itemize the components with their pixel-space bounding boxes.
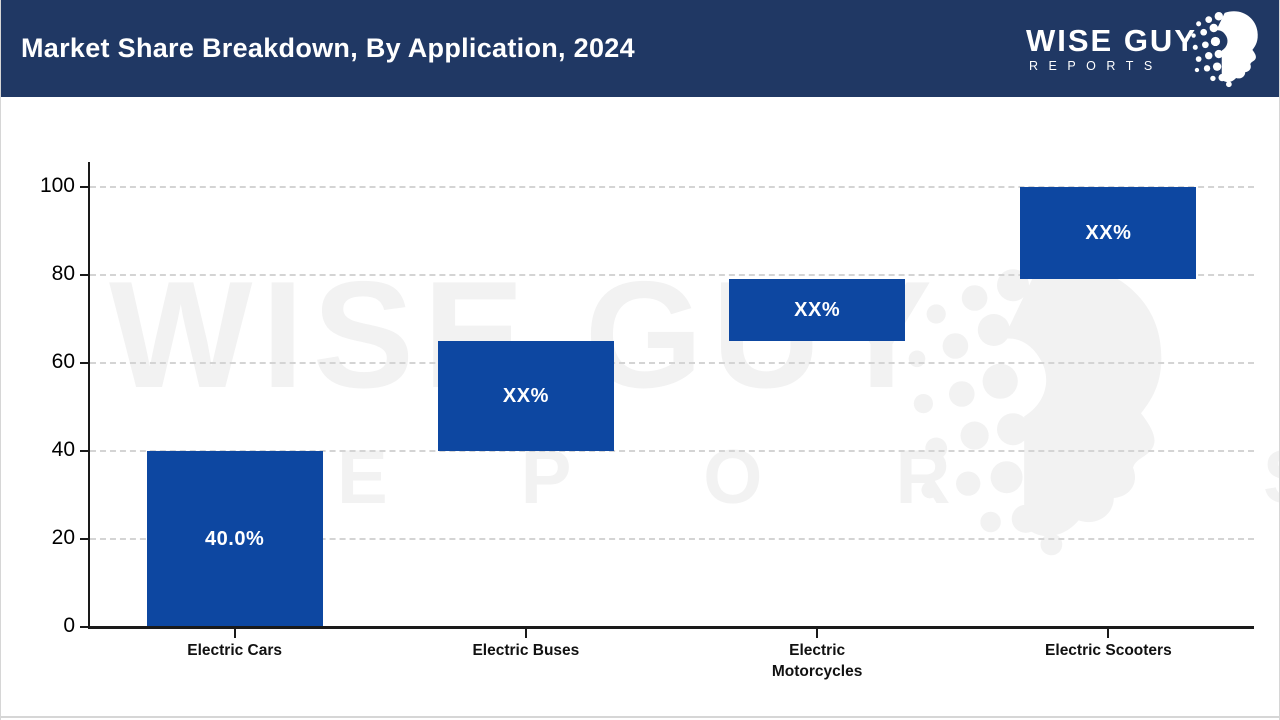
bar-electric-motorcycles: XX%	[729, 279, 906, 341]
y-tick-label-60: 60	[51, 350, 75, 373]
wiseguy-logo: WISE GUY REPORTS	[1026, 5, 1265, 93]
x-tickmark-3	[1107, 629, 1110, 638]
y-tickmark-0	[80, 626, 89, 628]
header: Market Share Breakdown, By Application, …	[1, 0, 1279, 97]
x-tick-label-1: Electric Buses	[472, 642, 580, 659]
x-tick-label-0: Electric Cars	[187, 642, 283, 659]
gridline-60	[90, 362, 1254, 364]
gridline-40	[90, 450, 1254, 452]
x-tickmark-1	[524, 629, 527, 638]
y-tickmark-20	[80, 538, 89, 540]
gridline-80	[90, 274, 1254, 276]
y-axis-line	[88, 162, 90, 628]
x-tickmark-0	[233, 629, 236, 638]
y-tick-label-0: 0	[63, 614, 75, 637]
y-tickmark-60	[80, 362, 89, 364]
y-tick-label-20: 20	[51, 526, 75, 549]
gridline-100	[90, 186, 1254, 188]
dotted-face-icon	[1191, 10, 1258, 87]
bar-value-label: XX%	[502, 384, 549, 407]
gridline-20	[90, 538, 1254, 540]
bar-electric-cars: 40.0%	[146, 451, 323, 627]
y-tickmark-80	[80, 274, 89, 276]
bar-electric-buses: XX%	[437, 341, 614, 451]
y-tickmark-40	[80, 450, 89, 452]
y-tick-label-80: 80	[51, 262, 75, 285]
y-tickmark-100	[80, 186, 89, 188]
page-title: Market Share Breakdown, By Application, …	[21, 33, 635, 63]
bottom-border-line	[1, 716, 1279, 718]
bar-electric-scooters: XX%	[1020, 187, 1197, 280]
y-tick-label-100: 100	[39, 174, 75, 197]
bar-value-label: 40.0%	[205, 527, 265, 550]
x-tick-label-2: Electric Motorcycles	[771, 642, 863, 680]
x-axis-line	[88, 626, 1254, 629]
y-tick-label-40: 40	[51, 438, 75, 461]
logo-subtitle: REPORTS	[1028, 58, 1163, 73]
wiseguy-logo-text: WISE GUY REPORTS	[1026, 25, 1197, 73]
logo-wordmark: WISE GUY	[1025, 22, 1197, 58]
bar-value-label: XX%	[794, 298, 841, 321]
x-tickmark-2	[816, 629, 819, 638]
bar-value-label: XX%	[1085, 221, 1132, 244]
x-tick-label-3: Electric Scooters	[1045, 642, 1172, 659]
